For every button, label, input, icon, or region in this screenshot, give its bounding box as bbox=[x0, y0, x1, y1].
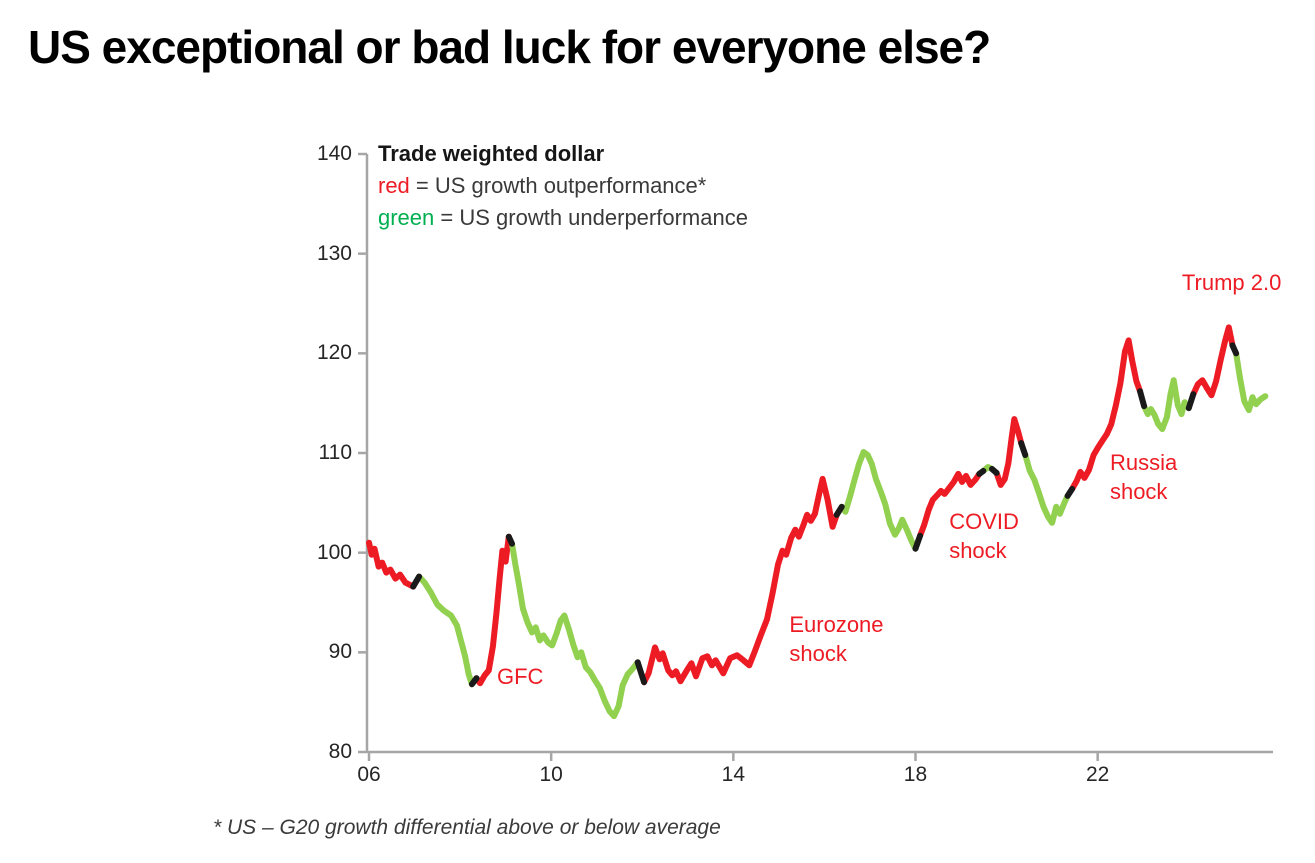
line-run-red bbox=[993, 416, 1025, 488]
legend-title: Trade weighted dollar bbox=[378, 141, 605, 166]
line-run-red bbox=[917, 470, 983, 539]
y-axis-tick-label: 120 bbox=[316, 341, 352, 365]
x-axis-tick-label: 18 bbox=[903, 763, 928, 786]
line-run-green bbox=[509, 540, 641, 720]
legend-red-text: = US growth outperformance* bbox=[409, 173, 707, 198]
x-axis-tick-label: 14 bbox=[721, 763, 745, 786]
line-run-red bbox=[366, 539, 417, 590]
legend-green-key: green bbox=[378, 205, 435, 230]
y-axis-tick-label: 100 bbox=[316, 540, 352, 564]
transition-joint bbox=[1229, 342, 1240, 357]
line-run-red bbox=[1190, 324, 1236, 399]
axes bbox=[358, 152, 1273, 761]
line-run-green bbox=[1022, 452, 1071, 526]
line-run-green bbox=[416, 573, 475, 688]
transition-joint bbox=[1185, 391, 1197, 412]
footnote: * US – G20 growth differential above or … bbox=[213, 816, 721, 839]
page-title: US exceptional or bad luck for everyone … bbox=[28, 21, 991, 73]
line-run-green bbox=[1233, 350, 1269, 414]
x-axis-tick-label: 06 bbox=[357, 763, 381, 786]
y-axis-tick-label: 90 bbox=[328, 640, 352, 664]
transition-joint bbox=[989, 465, 1000, 476]
dollar-line bbox=[366, 324, 1269, 720]
y-axis-tick-label: 140 bbox=[316, 142, 352, 165]
y-axis-tick-label: 80 bbox=[328, 740, 352, 763]
legend-green-line: green = US growth underperformance bbox=[378, 202, 748, 234]
line-run-red bbox=[641, 475, 840, 686]
legend-red-line: red = US growth outperformance* bbox=[378, 170, 748, 202]
x-axis-tick-label: 10 bbox=[539, 763, 563, 786]
transition-joint bbox=[912, 532, 924, 552]
transition-joint bbox=[410, 573, 423, 590]
transition-joint bbox=[1018, 440, 1029, 458]
transition-joint bbox=[505, 533, 516, 547]
line-run-green bbox=[838, 449, 919, 552]
legend-green-text: = US growth underperformance bbox=[434, 205, 748, 230]
line-run-red bbox=[1069, 337, 1143, 492]
annotation-russia-shock: Russia shock bbox=[1109, 450, 1178, 505]
x-axis-tick-label: 22 bbox=[1085, 763, 1110, 786]
line-run-green bbox=[1141, 377, 1192, 433]
annotation-gfc: GFC bbox=[496, 664, 544, 690]
y-axis-tick-label: 130 bbox=[316, 241, 352, 265]
transition-joint bbox=[1137, 388, 1148, 410]
line-run-red bbox=[473, 533, 512, 687]
chart-legend: Trade weighted dollar red = US growth ou… bbox=[378, 138, 748, 234]
legend-red-key: red bbox=[378, 173, 410, 198]
transition-joint bbox=[976, 467, 987, 477]
y-axis-tick-label: 110 bbox=[318, 441, 352, 464]
transition-joint bbox=[1064, 485, 1076, 499]
transition-joint bbox=[833, 503, 845, 518]
transition-joint bbox=[634, 659, 648, 686]
annotation-covid-shock: COVID shock bbox=[949, 508, 1019, 563]
transition-joint bbox=[468, 675, 480, 688]
annotation-trump-2-0: Trump 2.0 bbox=[1181, 269, 1282, 295]
annotation-eurozone-shock: Eurozone shock bbox=[789, 612, 884, 667]
